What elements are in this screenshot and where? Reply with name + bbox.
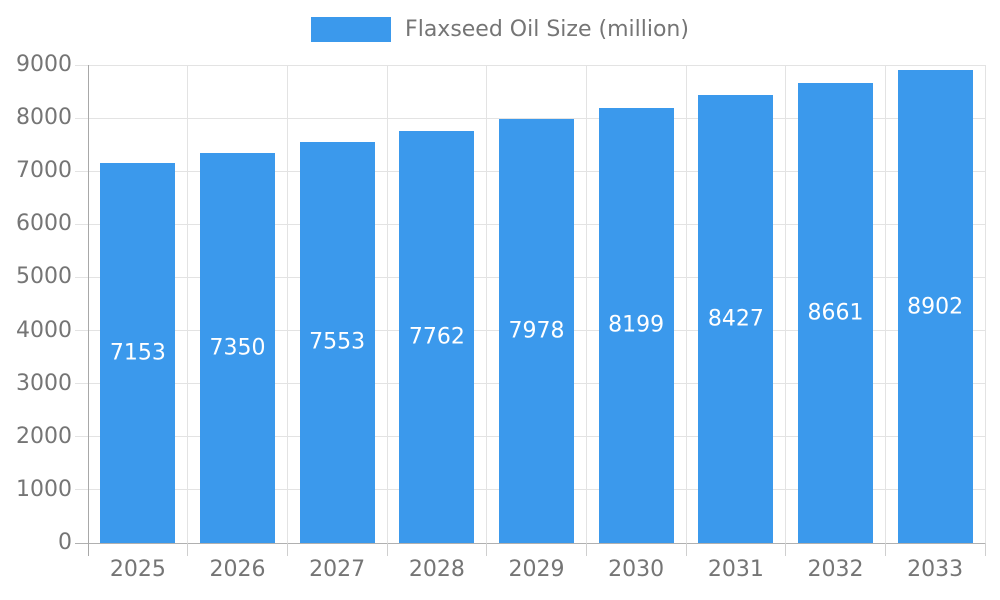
x-axis-tick-label: 2033 [907, 557, 964, 582]
x-axis-tick-label: 2031 [707, 557, 764, 582]
gridline-vertical [286, 65, 288, 543]
y-axis-tick-label: 5000 [16, 264, 72, 290]
bar-value-label: 7762 [408, 324, 465, 350]
x-axis-tick [984, 543, 986, 556]
bar-value-label: 8199 [608, 312, 665, 338]
x-axis-tick-label: 2032 [807, 557, 864, 582]
y-axis-tick-label: 3000 [16, 370, 72, 396]
x-axis-tick [685, 543, 687, 556]
y-axis-tick-label: 6000 [16, 211, 72, 237]
bar-value-label: 7153 [109, 340, 166, 366]
x-axis-tick [486, 543, 488, 556]
y-axis-tick-label: 2000 [16, 423, 72, 449]
y-axis-tick-label: 7000 [16, 158, 72, 184]
bar-2033[interactable] [897, 70, 973, 543]
legend: Flaxseed Oil Size (million) [0, 17, 1000, 42]
x-axis-tick [884, 543, 886, 556]
x-axis-tick-label: 2029 [508, 557, 565, 582]
bar-value-label: 7978 [508, 318, 565, 344]
bar-2029[interactable] [499, 119, 574, 543]
legend-swatch[interactable] [311, 17, 392, 42]
gridline-vertical [884, 65, 886, 543]
bar-value-label: 8661 [807, 300, 864, 326]
bar-2025[interactable] [100, 163, 176, 543]
legend-label[interactable]: Flaxseed Oil Size (million) [405, 17, 689, 42]
y-axis-tick-label: 8000 [16, 105, 72, 131]
bar-2032[interactable] [798, 83, 873, 543]
bar-2027[interactable] [299, 141, 375, 543]
x-axis-tick-label: 2027 [309, 557, 366, 582]
bar-value-label: 8427 [707, 306, 764, 332]
x-axis-tick [286, 543, 288, 556]
y-axis-tick-label: 4000 [16, 317, 72, 343]
x-axis-tick-label: 2025 [109, 557, 166, 582]
bar-value-label: 7350 [209, 335, 266, 361]
plot-area: 0 1000 2000 3000 4000 5000 6000 7000 8000 9000 715… [16, 52, 986, 582]
gridline-vertical [187, 65, 189, 543]
y-axis-tick-label: 1000 [16, 476, 72, 502]
gridline-vertical [486, 65, 488, 543]
gridline-vertical [785, 65, 787, 543]
bar-2030[interactable] [598, 107, 674, 543]
gridline-vertical [984, 65, 986, 543]
x-axis-tick-label: 2026 [209, 557, 266, 582]
x-axis-tick [785, 543, 787, 556]
bar-value-label: 7553 [309, 329, 366, 355]
gridline-horizontal [75, 64, 985, 66]
x-axis-tick-label: 2028 [408, 557, 465, 582]
x-axis-tick [187, 543, 189, 556]
gridline-vertical [386, 65, 388, 543]
gridline-vertical [685, 65, 687, 543]
x-axis-tick [585, 543, 587, 556]
bar-2028[interactable] [399, 130, 475, 543]
y-axis-line [87, 65, 89, 556]
bar-2031[interactable] [698, 95, 774, 543]
y-axis-tick-label: 0 [58, 530, 72, 555]
bar-2026[interactable] [200, 152, 275, 543]
y-axis-tick-label: 9000 [16, 52, 72, 77]
bar-value-label: 8902 [907, 294, 964, 320]
x-axis-tick [386, 543, 388, 556]
gridline-vertical [585, 65, 587, 543]
x-axis-tick-label: 2030 [608, 557, 665, 582]
